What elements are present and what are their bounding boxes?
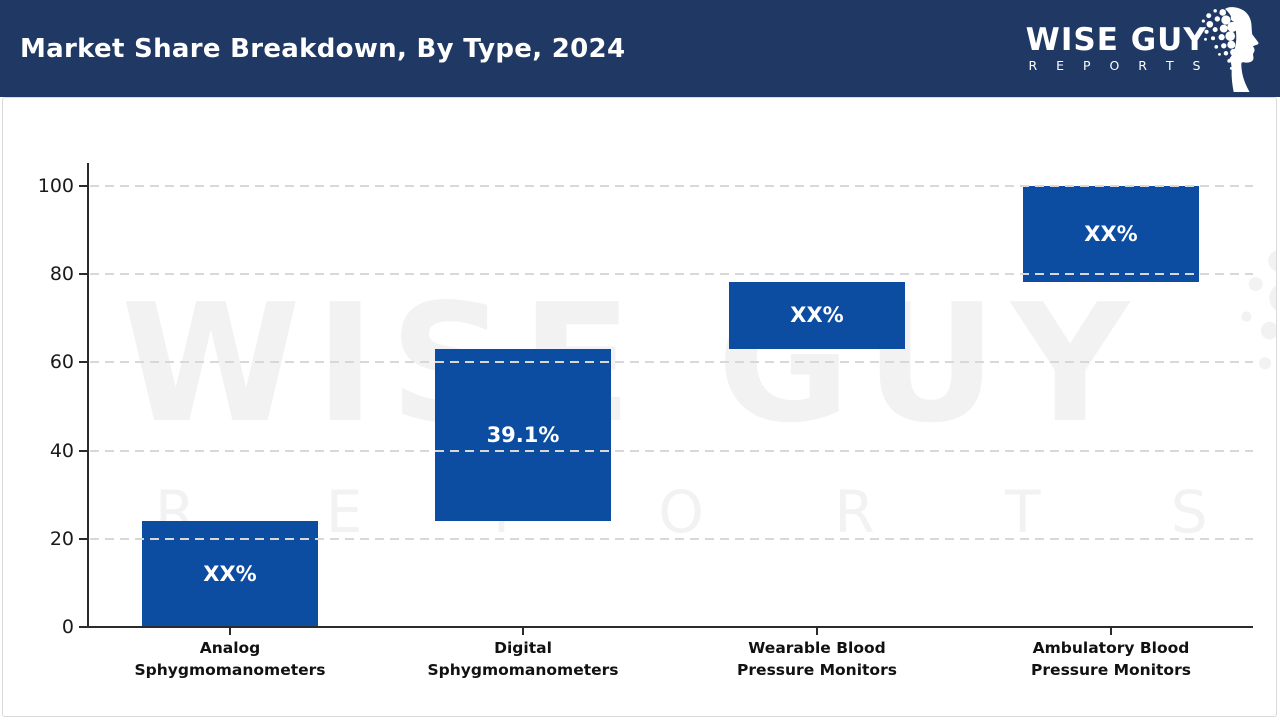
wise-guy-logo: WISE GUY R E P O R T S xyxy=(1024,6,1260,92)
page-title: Market Share Breakdown, By Type, 2024 xyxy=(20,33,626,64)
y-tick-label: 0 xyxy=(61,616,74,638)
waterfall-bar xyxy=(435,348,611,522)
x-category-label-line: Sphygmomanometers xyxy=(427,660,619,679)
y-tick-label: 20 xyxy=(49,527,74,550)
waterfall-bar xyxy=(1023,186,1199,283)
y-tick-label: 60 xyxy=(49,351,74,374)
y-tick xyxy=(79,185,88,187)
x-tick xyxy=(1110,628,1112,635)
y-gridline xyxy=(90,449,1253,452)
x-category-label-line: Ambulatory Blood xyxy=(1032,639,1190,657)
x-category-label-line: Pressure Monitors xyxy=(1031,660,1191,679)
header: Market Share Breakdown, By Type, 2024 WI… xyxy=(0,0,1280,97)
waterfall-bar xyxy=(729,282,905,349)
x-category-label-line: Digital xyxy=(494,639,552,657)
logo-wordmark: WISE GUY xyxy=(1025,21,1207,58)
bar-value-label: XX% xyxy=(1084,222,1138,247)
y-axis-line xyxy=(87,163,89,628)
y-tick xyxy=(79,361,88,364)
x-category-label-line: Sphygmomanometers xyxy=(134,660,326,679)
x-category-label-line: Analog xyxy=(199,639,261,657)
y-tick xyxy=(79,537,88,540)
y-tick xyxy=(79,449,88,452)
y-tick xyxy=(79,273,88,276)
y-tick-label: 80 xyxy=(49,263,74,286)
y-gridline xyxy=(90,361,1253,364)
x-tick xyxy=(229,628,231,635)
x-tick xyxy=(816,628,818,635)
x-category-label: Digital Sphygmomanometers xyxy=(377,638,669,681)
bar-value-label: 39.1% xyxy=(486,422,560,447)
x-category-label: Ambulatory Blood Pressure Monitors xyxy=(965,638,1257,681)
y-gridline xyxy=(90,273,1253,276)
x-tick xyxy=(522,628,524,635)
logo-text: WISE GUY R E P O R T S xyxy=(1024,21,1208,73)
x-category-label-line: Wearable Blood xyxy=(748,639,886,657)
x-category-label: Analog Sphygmomanometers xyxy=(84,638,376,681)
x-category-label: Wearable Blood Pressure Monitors xyxy=(671,638,963,681)
bar-value-label: XX% xyxy=(790,303,844,328)
y-tick-label: 40 xyxy=(49,439,74,462)
x-axis-line xyxy=(87,626,1253,628)
y-tick-label: 100 xyxy=(37,175,74,197)
logo-subtitle: R E P O R T S xyxy=(1028,57,1208,73)
x-category-label-line: Pressure Monitors xyxy=(737,660,897,679)
y-tick xyxy=(79,626,88,628)
y-gridline xyxy=(90,537,1253,540)
y-gridline xyxy=(90,185,1253,187)
bar-value-label: XX% xyxy=(203,562,257,587)
